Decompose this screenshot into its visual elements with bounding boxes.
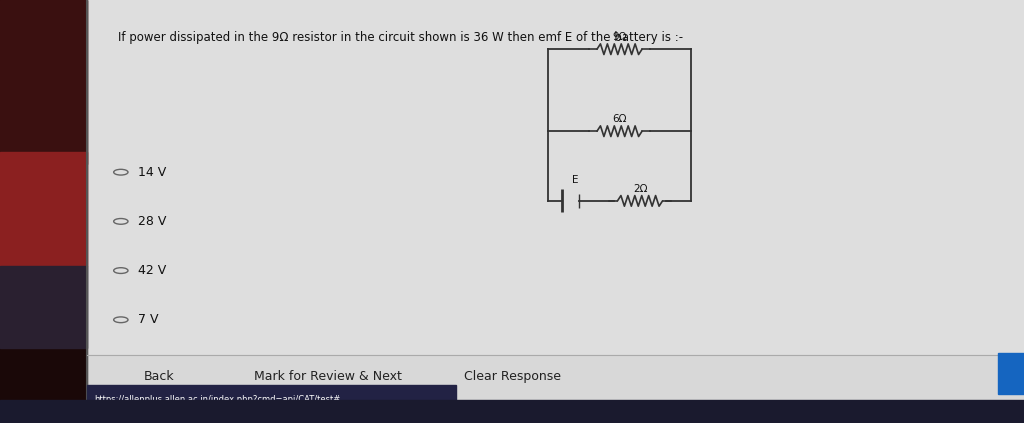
Bar [0,400,1024,423]
Bar [0,0,87,410]
Bar [0,0,87,164]
Text: Mark for Review & Next: Mark for Review & Next [254,370,401,383]
Text: E: E [572,175,579,185]
Text: Back: Back [143,370,174,383]
Bar [998,353,1024,393]
Text: Clear Response: Clear Response [464,370,560,383]
Text: 28 V: 28 V [138,215,167,228]
Text: 2Ω: 2Ω [633,184,647,194]
Bar [0,266,87,349]
Bar [87,385,456,412]
Bar [0,152,87,266]
Text: 7 V: 7 V [138,313,159,326]
Text: 42 V: 42 V [138,264,167,277]
Bar [87,0,1024,354]
Text: If power dissipated in the 9Ω resistor in the circuit shown is 36 W then emf E o: If power dissipated in the 9Ω resistor i… [118,31,683,44]
Text: https://allenplus.allen.ac.in/index.php?cmd=api/CAT/test#: https://allenplus.allen.ac.in/index.php?… [94,395,340,404]
Text: 9Ω: 9Ω [612,33,627,42]
Text: 14 V: 14 V [138,166,167,179]
Text: 6Ω: 6Ω [612,115,627,124]
Bar [87,354,1024,410]
